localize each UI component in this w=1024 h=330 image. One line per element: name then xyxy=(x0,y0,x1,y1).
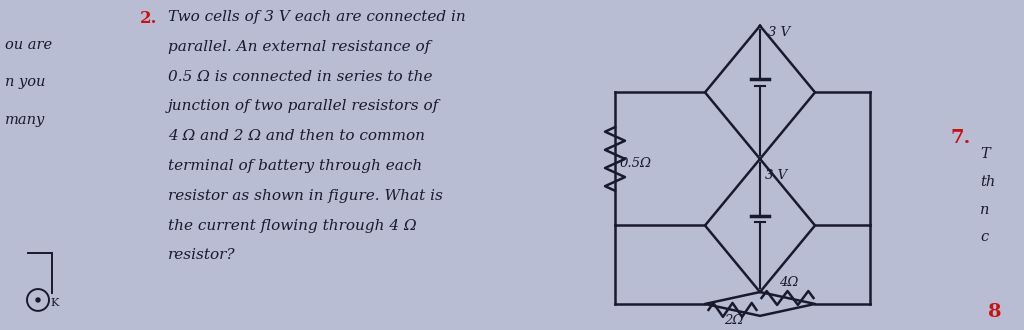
Text: 2Ω: 2Ω xyxy=(725,314,743,327)
Text: 0.5Ω: 0.5Ω xyxy=(620,157,652,170)
Text: 4Ω: 4Ω xyxy=(779,276,799,289)
Text: resistor?: resistor? xyxy=(168,248,236,262)
Circle shape xyxy=(36,298,40,302)
Text: 7.: 7. xyxy=(950,129,971,147)
Text: resistor as shown in figure. What is: resistor as shown in figure. What is xyxy=(168,189,442,203)
Text: 3 V: 3 V xyxy=(765,169,787,182)
Text: Two cells of 3 V each are connected in: Two cells of 3 V each are connected in xyxy=(168,10,466,24)
Text: junction of two parallel resistors of: junction of two parallel resistors of xyxy=(168,99,439,113)
Text: n you: n you xyxy=(5,76,45,89)
Text: parallel. An external resistance of: parallel. An external resistance of xyxy=(168,40,430,54)
Text: c: c xyxy=(980,230,988,245)
Text: 8: 8 xyxy=(988,303,1001,321)
Text: n: n xyxy=(980,203,989,216)
Text: ou are: ou are xyxy=(5,38,52,52)
Text: 2.: 2. xyxy=(140,10,158,27)
Text: 0.5 Ω is connected in series to the: 0.5 Ω is connected in series to the xyxy=(168,70,432,83)
Text: terminal of battery through each: terminal of battery through each xyxy=(168,159,422,173)
Text: the current flowing through 4 Ω: the current flowing through 4 Ω xyxy=(168,218,417,233)
Text: 4 Ω and 2 Ω and then to common: 4 Ω and 2 Ω and then to common xyxy=(168,129,425,143)
Text: T: T xyxy=(980,147,990,161)
Text: K: K xyxy=(50,298,58,308)
Text: many: many xyxy=(5,113,45,127)
Text: th: th xyxy=(980,175,995,189)
Text: 3 V: 3 V xyxy=(768,26,791,39)
